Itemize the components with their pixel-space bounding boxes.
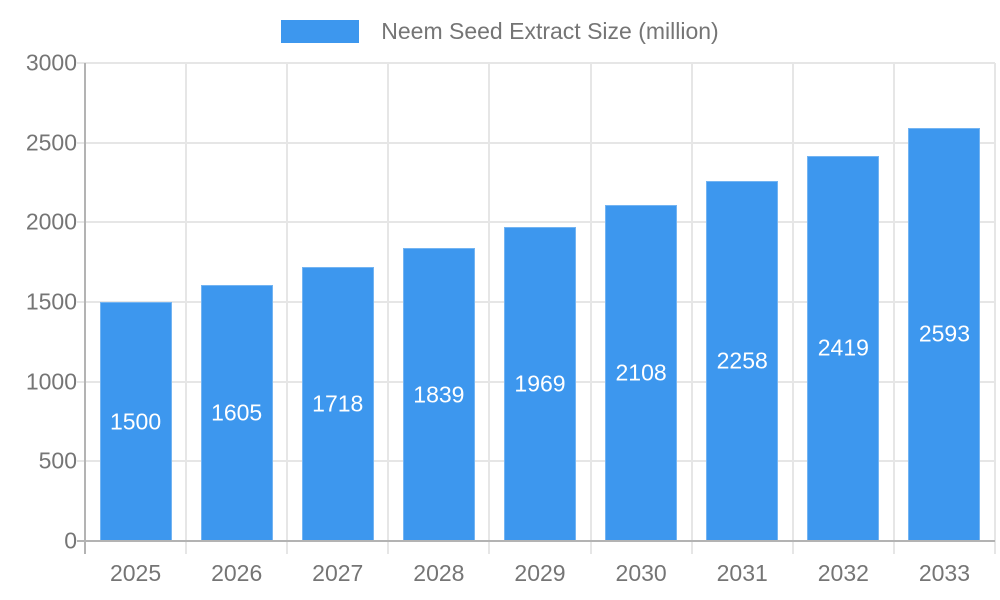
y-axis-tick-label: 2500: [25, 129, 77, 156]
legend-item[interactable]: Neem Seed Extract Size (million): [281, 18, 719, 45]
bar-value-label: 1839: [413, 381, 465, 407]
gridline-vertical: [488, 63, 491, 554]
y-axis-tick-label: 3000: [25, 49, 77, 76]
y-axis-tick-label: 0: [64, 527, 77, 554]
gridline-horizontal: [77, 141, 995, 144]
bar-value-label: 1500: [109, 408, 162, 434]
plot-area: 1500 1605 1718 1839 1969 2108 2258 2419 2593: [77, 62, 996, 554]
legend-label: Neem Seed Extract Size (million): [381, 18, 719, 44]
bar-2025[interactable]: 1500: [99, 302, 172, 541]
x-axis-tick-label: 2029: [514, 560, 566, 586]
gridline-vertical: [589, 63, 592, 554]
x-axis-tick-label: 2033: [918, 560, 971, 586]
gridline-vertical: [286, 63, 289, 554]
gridline-vertical: [185, 63, 188, 554]
bar-2033[interactable]: 2593: [908, 127, 981, 541]
bar-2030[interactable]: 2108: [605, 205, 678, 541]
gridline-vertical: [994, 63, 996, 554]
bar-value-label: 2258: [716, 347, 768, 374]
bar-2028[interactable]: 1839: [402, 248, 475, 541]
bar-value-label: 2419: [817, 334, 869, 361]
x-axis-baseline: [77, 540, 995, 542]
gridline-vertical: [892, 63, 895, 554]
legend: Neem Seed Extract Size (million): [0, 18, 1000, 45]
bar-value-label: 2108: [615, 359, 667, 386]
x-axis-tick-label: 2030: [615, 560, 667, 586]
x-axis-tick-label: 2028: [413, 560, 465, 586]
x-axis-tick-label: 2031: [716, 560, 768, 586]
bar-2026[interactable]: 1605: [200, 285, 273, 541]
gridline-vertical: [387, 63, 390, 554]
gridline-horizontal: [77, 221, 995, 224]
x-axis-tick-label: 2032: [817, 560, 869, 586]
y-axis-tick-label: 1500: [25, 288, 77, 315]
x-axis-tick-label: 2026: [211, 560, 263, 586]
bar-value-label: 2593: [918, 320, 971, 347]
y-axis: 0 500 1000 1500 2000 2500 3000: [0, 51, 77, 552]
gridline-vertical: [791, 63, 794, 554]
bar-value-label: 1969: [514, 370, 566, 397]
x-axis: 2025 2026 2027 2028 2029 2030 2031 2032 2033: [85, 560, 995, 590]
bar-2027[interactable]: 1718: [301, 267, 374, 541]
gridline-horizontal: [77, 62, 995, 64]
y-axis-line: [84, 63, 86, 554]
bar-2031[interactable]: 2258: [706, 181, 779, 541]
x-axis-tick-label: 2027: [312, 560, 364, 586]
y-axis-tick-label: 1000: [25, 368, 77, 395]
y-axis-tick-label: 500: [38, 447, 77, 474]
bar-2032[interactable]: 2419: [807, 155, 880, 541]
bar-2029[interactable]: 1969: [504, 227, 576, 541]
gridline-vertical: [690, 63, 693, 554]
y-axis-tick-label: 2000: [25, 208, 77, 235]
bar-value-label: 1605: [211, 399, 263, 426]
bar-value-label: 1718: [312, 390, 364, 417]
legend-swatch-icon: [281, 20, 360, 43]
x-axis-tick-label: 2025: [109, 560, 162, 586]
